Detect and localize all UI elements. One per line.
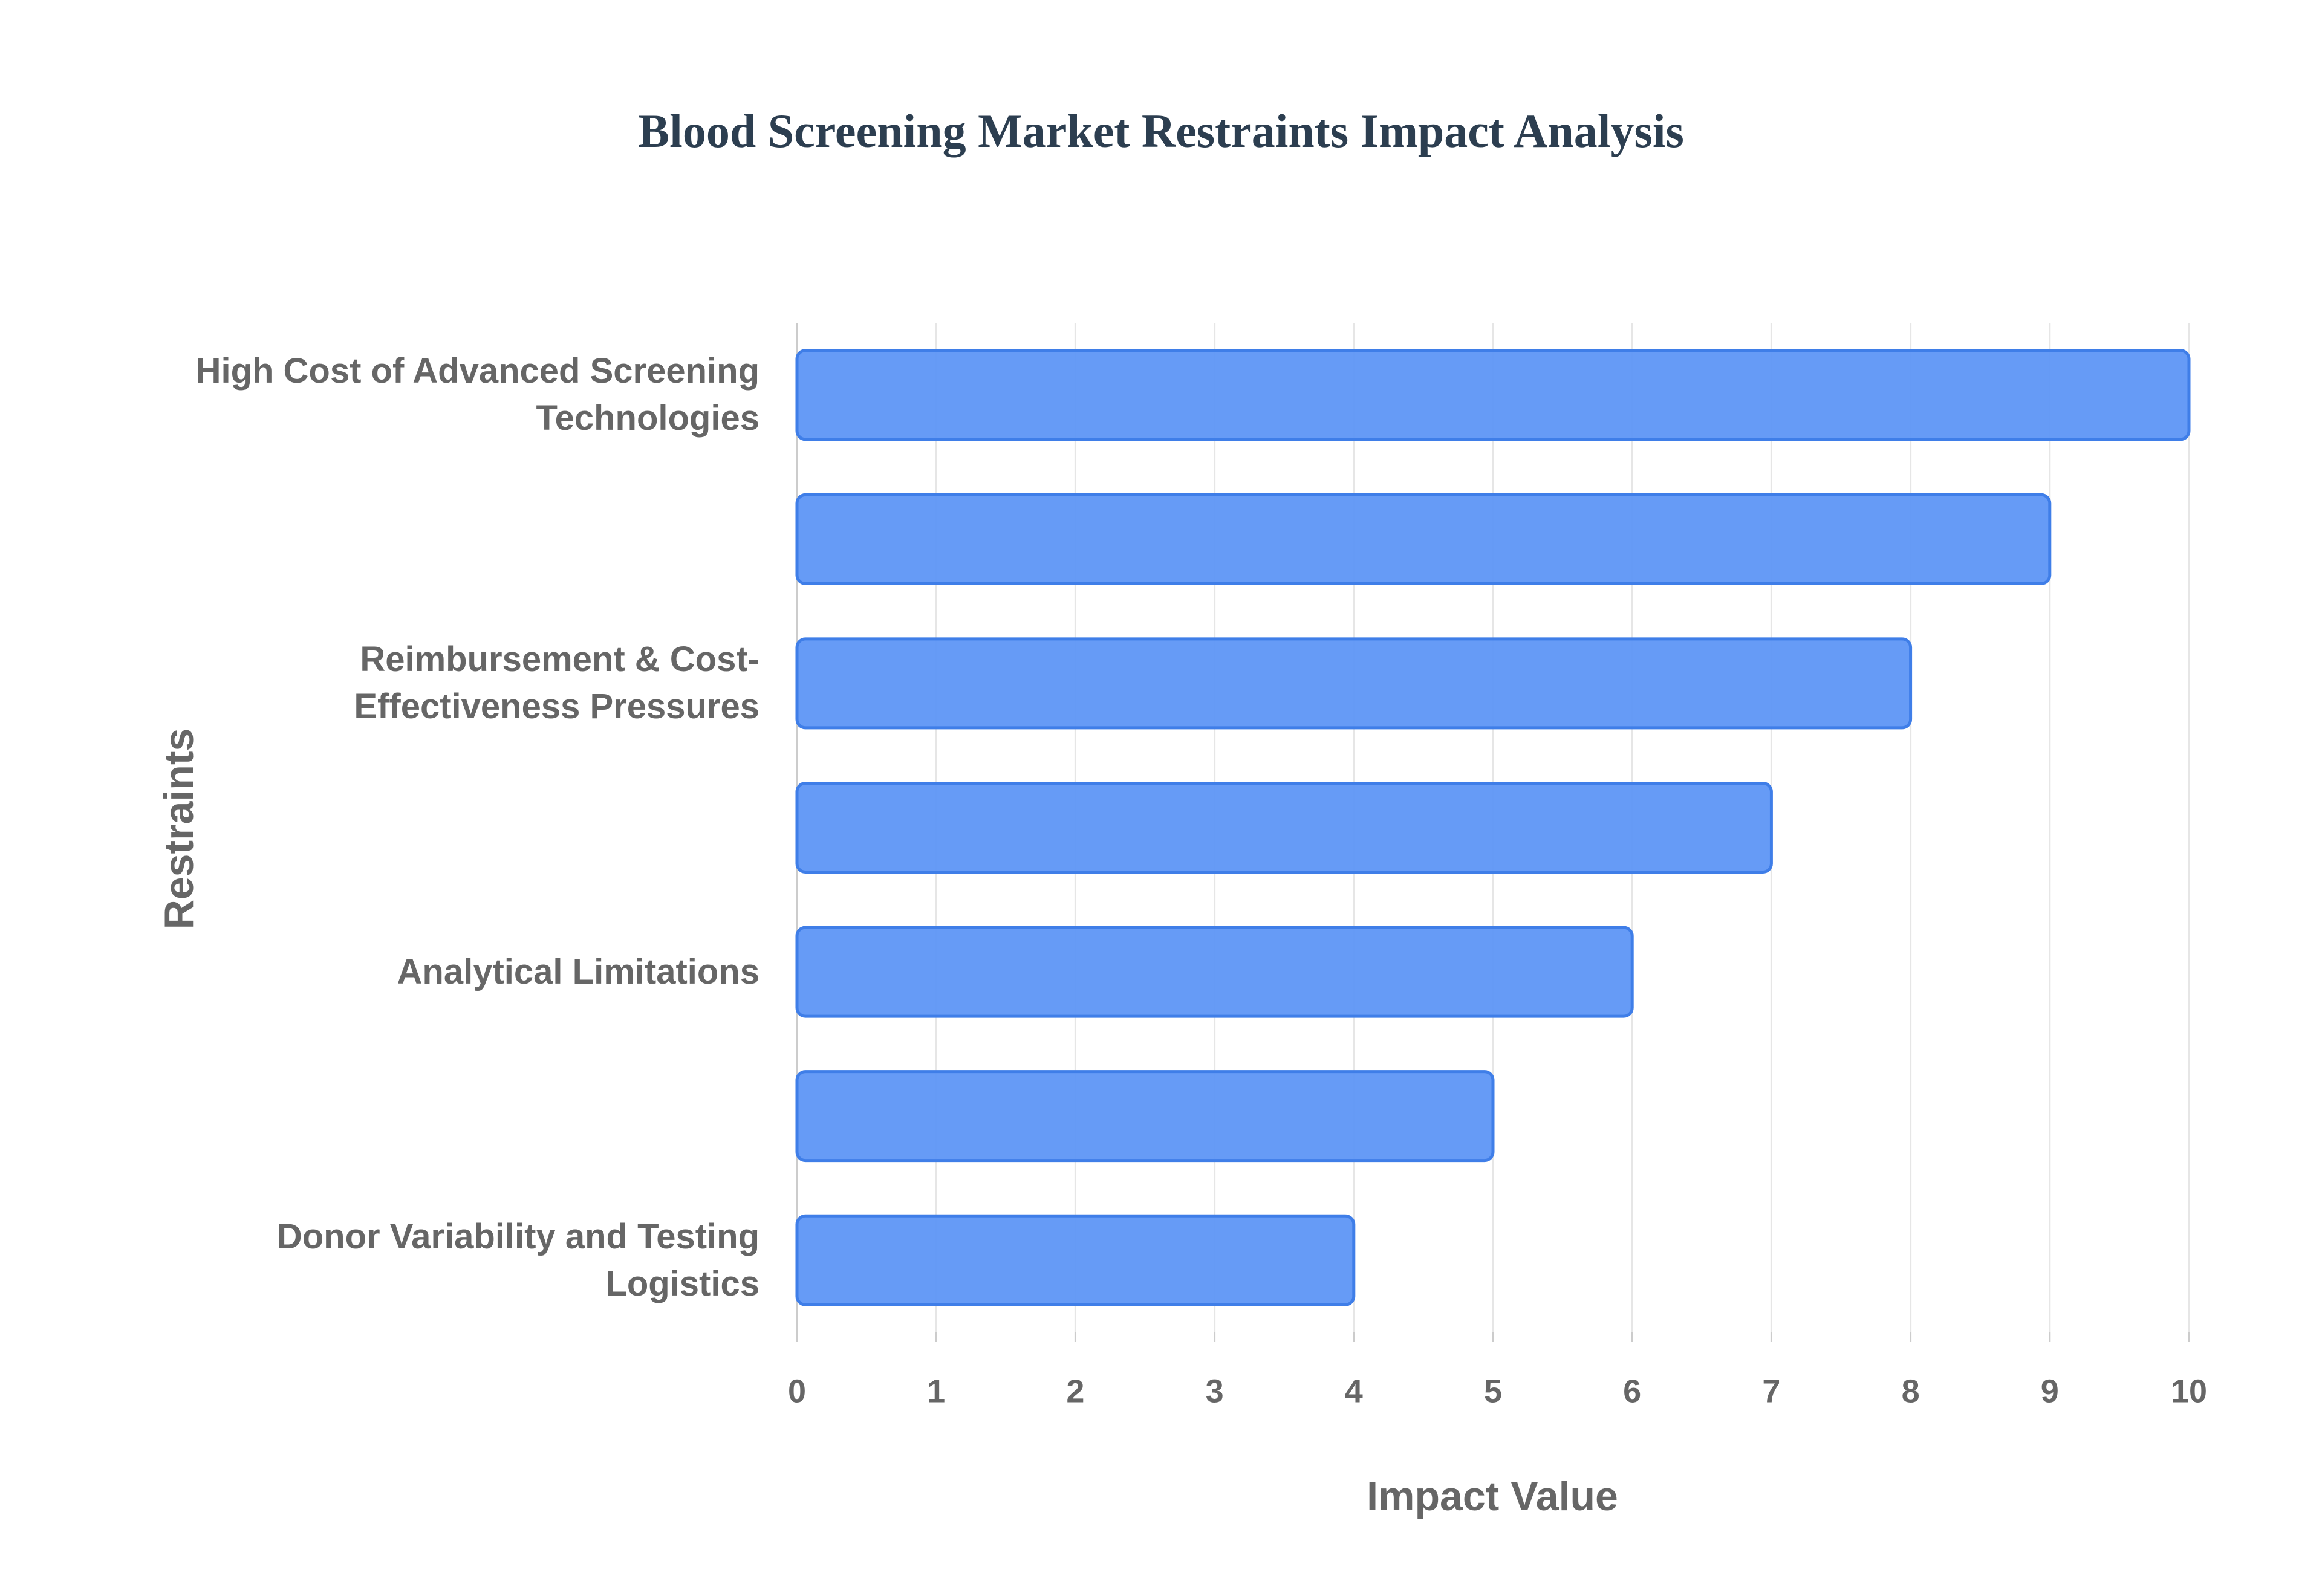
x-tick-label: 2 xyxy=(1066,1373,1084,1409)
bar xyxy=(795,349,2191,441)
x-axis-title: Impact Value xyxy=(1367,1473,1618,1519)
x-tick-label: 7 xyxy=(1762,1373,1780,1409)
x-tick-label: 6 xyxy=(1623,1373,1641,1409)
y-tick-label: Donor Variability and Testing Logistics xyxy=(276,1216,759,1303)
x-tick-label: 0 xyxy=(788,1373,806,1409)
bar xyxy=(795,1070,1495,1163)
chart-title: Blood Screening Market Restraints Impact… xyxy=(638,105,1684,157)
bar xyxy=(795,782,1773,874)
x-tick-label: 9 xyxy=(2041,1373,2059,1409)
y-axis-title: Restraints xyxy=(156,728,202,930)
bar xyxy=(795,1214,1356,1306)
bar xyxy=(795,637,1913,730)
x-tick-label: 1 xyxy=(927,1373,945,1409)
x-tick-label: 4 xyxy=(1345,1373,1363,1409)
bar xyxy=(795,493,2052,585)
x-tick-label: 10 xyxy=(2171,1373,2207,1409)
y-tick-label: High Cost of Advanced Screening Technolo… xyxy=(195,351,759,438)
x-tick-label: 5 xyxy=(1484,1373,1502,1409)
bar xyxy=(795,926,1634,1018)
y-tick-label: Reimbursement & Cost-Effectiveness Press… xyxy=(354,640,759,727)
y-tick-label: Analytical Limitations xyxy=(397,952,759,991)
x-tick-label: 8 xyxy=(1902,1373,1920,1409)
x-tick-label: 3 xyxy=(1206,1373,1224,1409)
